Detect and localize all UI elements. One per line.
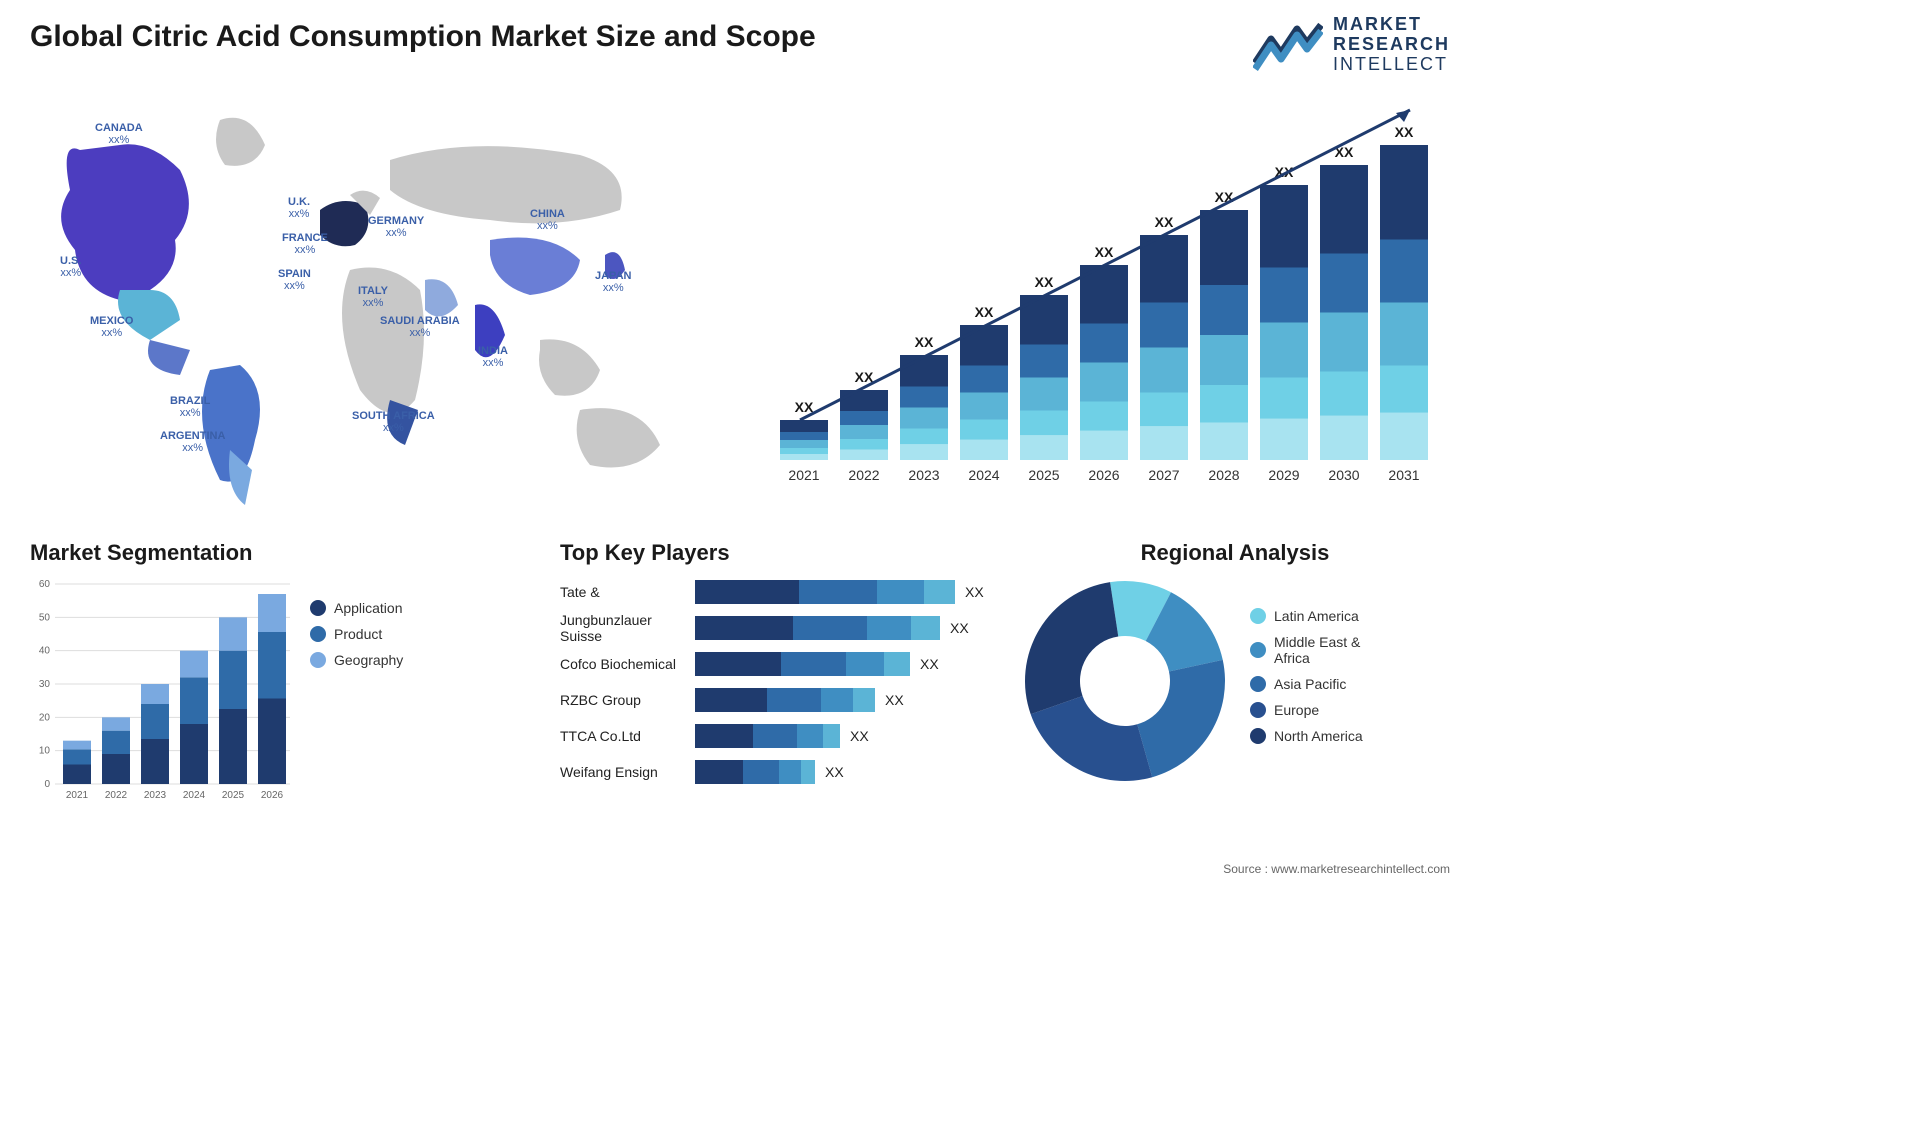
svg-text:2021: 2021 [66,790,89,801]
kp-label: RZBC Group [560,692,695,708]
seg-legend-geography: Geography [310,652,403,668]
kp-label: Weifang Ensign [560,764,695,780]
svg-text:2030: 2030 [1328,467,1359,483]
svg-text:2023: 2023 [908,467,939,483]
map-label-spain: SPAINxx% [278,268,311,292]
svg-text:XX: XX [1395,124,1414,140]
kp-bar [695,616,940,640]
kp-value: XX [965,584,984,600]
reg-legend-europe: Europe [1250,702,1394,718]
seg-legend-product: Product [310,626,403,642]
svg-text:0: 0 [44,779,50,790]
kp-value: XX [825,764,844,780]
kp-row-rzbc-group: RZBC Group XX [560,682,990,718]
segmentation-title: Market Segmentation [30,540,500,566]
svg-text:2026: 2026 [261,790,284,801]
svg-text:XX: XX [795,399,814,415]
map-label-argentina: ARGENTINAxx% [160,430,225,454]
svg-text:20: 20 [39,712,51,723]
map-label-u-k-: U.K.xx% [288,196,310,220]
kp-row-weifang-ensign: Weifang Ensign XX [560,754,990,790]
kp-bar [695,724,840,748]
kp-bar [695,760,815,784]
donut-chart [1020,576,1230,786]
reg-legend-middle-east-africa: Middle East & Africa [1250,634,1394,666]
svg-text:XX: XX [1095,244,1114,260]
keyplayers-section: Top Key Players Tate &XXJungbunzlauer Su… [560,540,990,840]
map-label-south-africa: SOUTH AFRICAxx% [352,410,435,434]
reg-legend-asia-pacific: Asia Pacific [1250,676,1394,692]
kp-row-tate-: Tate & XX [560,574,990,610]
logo-icon [1253,19,1323,71]
map-label-u-s-: U.S.xx% [60,255,81,279]
regional-title: Regional Analysis [1020,540,1450,566]
map-label-india: INDIAxx% [478,345,508,369]
svg-text:2031: 2031 [1388,467,1419,483]
svg-text:2024: 2024 [183,790,206,801]
svg-text:2028: 2028 [1208,467,1239,483]
svg-text:60: 60 [39,579,51,590]
seg-legend-application: Application [310,600,403,616]
map-label-canada: CANADAxx% [95,122,143,146]
reg-legend-north-america: North America [1250,728,1394,744]
kp-row-cofco-biochemical: Cofco Biochemical XX [560,646,990,682]
logo-text: MARKET RESEARCH INTELLECT [1333,15,1450,74]
svg-text:2021: 2021 [788,467,819,483]
map-label-france: FRANCExx% [282,232,328,256]
map-label-brazil: BRAZILxx% [170,395,210,419]
kp-label: Cofco Biochemical [560,656,695,672]
svg-text:30: 30 [39,679,51,690]
svg-text:2022: 2022 [848,467,879,483]
svg-text:XX: XX [975,304,994,320]
svg-text:2024: 2024 [968,467,999,483]
svg-text:XX: XX [1035,274,1054,290]
map-label-germany: GERMANYxx% [368,215,424,239]
keyplayers-title: Top Key Players [560,540,990,566]
logo: MARKET RESEARCH INTELLECT [1253,15,1450,74]
world-map: CANADAxx% U.S.xx% MEXICOxx% BRAZILxx% ARGENT… [20,90,720,510]
svg-text:2027: 2027 [1148,467,1179,483]
regional-section: Regional Analysis Latin America Middle Ea… [1020,540,1450,840]
map-label-mexico: MEXICOxx% [90,315,133,339]
kp-row-ttca-co-ltd: TTCA Co.Ltd XX [560,718,990,754]
kp-bar [695,580,955,604]
svg-text:10: 10 [39,746,51,757]
reg-legend-latin-america: Latin America [1250,608,1394,624]
kp-value: XX [850,728,869,744]
kp-label: Tate & [560,584,695,600]
source-text: Source : www.marketresearchintellect.com [1223,862,1450,876]
svg-text:2022: 2022 [105,790,128,801]
page-title: Global Citric Acid Consumption Market Si… [30,20,816,54]
kp-value: XX [920,656,939,672]
kp-label: Jungbunzlauer Suisse [560,612,695,644]
map-label-italy: ITALYxx% [358,285,388,309]
kp-bar [695,688,875,712]
regional-legend: Latin America Middle East & Africa Asia Pa… [1250,608,1394,754]
svg-text:2025: 2025 [222,790,245,801]
svg-text:2023: 2023 [144,790,167,801]
map-label-saudi-arabia: SAUDI ARABIAxx% [380,315,460,339]
svg-text:2029: 2029 [1268,467,1299,483]
kp-bar [695,652,910,676]
svg-text:2025: 2025 [1028,467,1059,483]
map-label-china: CHINAxx% [530,208,565,232]
kp-value: XX [950,620,969,636]
segmentation-section: Market Segmentation 0 10 20 30 40 50 60 2021 202… [30,540,500,840]
svg-text:50: 50 [39,612,51,623]
svg-text:XX: XX [915,334,934,350]
kp-label: TTCA Co.Ltd [560,728,695,744]
map-label-japan: JAPANxx% [595,270,631,294]
growth-chart: XX 2021 XX 2022 XX 2023 XX 2024 XX 2025 XX 2026 XX 20… [770,90,1450,500]
kp-row-jungbunzlauer-suisse: Jungbunzlauer Suisse XX [560,610,990,646]
svg-text:2026: 2026 [1088,467,1119,483]
kp-value: XX [885,692,904,708]
svg-text:XX: XX [1155,214,1174,230]
svg-text:40: 40 [39,646,51,657]
